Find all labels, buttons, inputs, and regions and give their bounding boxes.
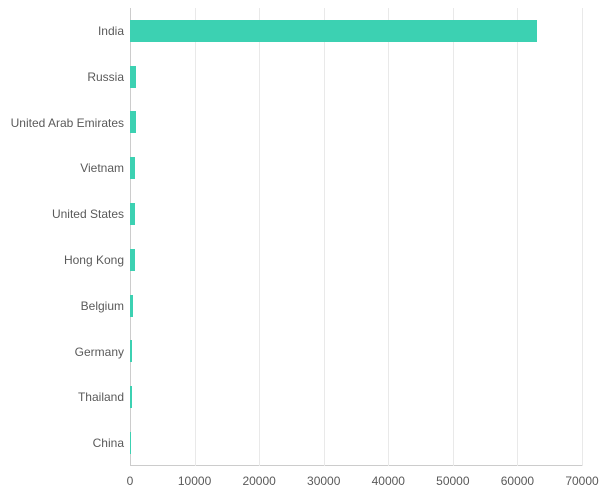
bar (130, 66, 136, 88)
bar-row (130, 8, 582, 54)
category-label: Russia (2, 70, 124, 84)
bar-row (130, 374, 582, 420)
bar (130, 340, 132, 362)
plot-area (130, 8, 582, 466)
bar (130, 295, 133, 317)
bar (130, 20, 537, 42)
bar (130, 386, 132, 408)
category-label: Belgium (2, 299, 124, 313)
bar-row (130, 100, 582, 146)
bar-row (130, 191, 582, 237)
bar (130, 203, 135, 225)
bar (130, 249, 135, 271)
bar-row (130, 145, 582, 191)
bar (130, 157, 135, 179)
bar-row (130, 329, 582, 375)
x-tick-label: 60000 (501, 474, 534, 488)
category-label: United Arab Emirates (2, 116, 124, 130)
x-tick-label: 0 (127, 474, 134, 488)
x-tick-label: 30000 (307, 474, 340, 488)
x-tick-label: 40000 (372, 474, 405, 488)
category-label: Germany (2, 345, 124, 359)
x-tick-label: 70000 (565, 474, 598, 488)
category-label: United States (2, 207, 124, 221)
horizontal-bar-chart: 0 10000 20000 30000 40000 50000 60000 70000 Indi… (0, 0, 600, 500)
category-label: Hong Kong (2, 253, 124, 267)
bar-row (130, 237, 582, 283)
bar-row (130, 420, 582, 466)
x-tick-label: 50000 (436, 474, 469, 488)
category-label: China (2, 436, 124, 450)
grid-line (582, 8, 583, 466)
x-tick-label: 20000 (242, 474, 275, 488)
category-label: Thailand (2, 390, 124, 404)
bar (130, 111, 136, 133)
bar (130, 432, 131, 454)
category-label: Vietnam (2, 161, 124, 175)
x-tick-label: 10000 (178, 474, 211, 488)
bar-row (130, 283, 582, 329)
category-label: India (2, 24, 124, 38)
bar-row (130, 54, 582, 100)
